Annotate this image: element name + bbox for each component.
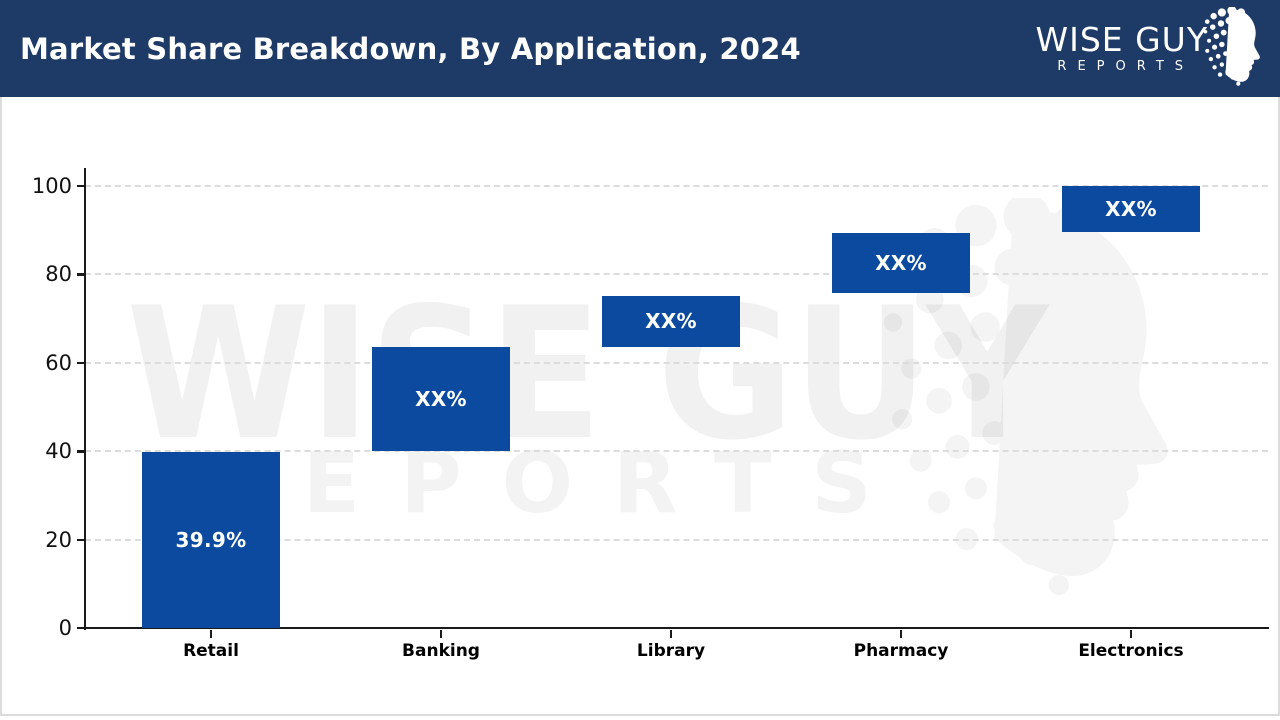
- brand-subname: REPORTS: [1057, 58, 1195, 74]
- y-tick-label-20: 20: [45, 527, 72, 552]
- y-tickmark-60: [77, 361, 85, 365]
- gridline-80: [85, 273, 1268, 276]
- x-tickmark-banking: [439, 629, 443, 638]
- gridline-60: [85, 361, 1268, 364]
- y-tickmark-80: [77, 273, 85, 276]
- header: Market Share Breakdown, By Application, …: [0, 0, 1280, 97]
- x-axis-spine: [84, 626, 1269, 630]
- page-title: Market Share Breakdown, By Application, …: [20, 31, 801, 66]
- watermark-text: WISE GUY: [126, 268, 1048, 480]
- y-tickmark-100: [77, 185, 85, 188]
- x-tickmark-pharmacy: [899, 629, 903, 638]
- bar-value-label-retail: 39.9%: [175, 527, 247, 552]
- gridline-100: [85, 185, 1268, 187]
- brand-logo: WISE GUY REPORTS: [1035, 6, 1266, 91]
- x-tick-label-pharmacy: Pharmacy: [853, 641, 949, 661]
- brand-logo-text: WISE GUY REPORTS: [1035, 23, 1208, 74]
- y-tick-label-40: 40: [45, 439, 72, 464]
- x-tickmark-electronics: [1129, 629, 1133, 638]
- y-axis-spine: [84, 168, 87, 630]
- bar-electronics: XX%: [1062, 186, 1200, 232]
- bar-pharmacy: XX%: [832, 233, 970, 294]
- x-tick-label-banking: Banking: [402, 641, 480, 661]
- brand-name: WISE GUY: [1035, 20, 1208, 60]
- x-tick-label-retail: Retail: [183, 641, 239, 661]
- y-tickmark-40: [77, 450, 85, 453]
- bar-banking: XX%: [372, 347, 510, 452]
- y-tickmark-0: [77, 627, 85, 630]
- bar-value-label-electronics: XX%: [1105, 196, 1157, 221]
- x-tickmark-retail: [209, 629, 213, 638]
- y-tick-label-100: 100: [31, 174, 72, 198]
- brand-face-icon: [1203, 6, 1260, 86]
- y-tick-label-60: 60: [45, 350, 72, 375]
- y-tickmark-20: [77, 538, 85, 541]
- bar-value-label-library: XX%: [645, 309, 697, 334]
- bar-value-label-banking: XX%: [415, 387, 467, 412]
- gridline-40: [85, 450, 1268, 453]
- y-tick-label-80: 80: [45, 262, 72, 287]
- bar-library: XX%: [602, 295, 740, 348]
- bar-value-label-pharmacy: XX%: [875, 251, 927, 276]
- bar-retail: 39.9%: [142, 451, 280, 628]
- y-tick-label-0: 0: [58, 616, 72, 640]
- x-tickmark-library: [669, 629, 673, 638]
- x-tick-label-electronics: Electronics: [1078, 641, 1184, 661]
- x-tick-label-library: Library: [636, 641, 706, 661]
- gridline-20: [85, 538, 1268, 541]
